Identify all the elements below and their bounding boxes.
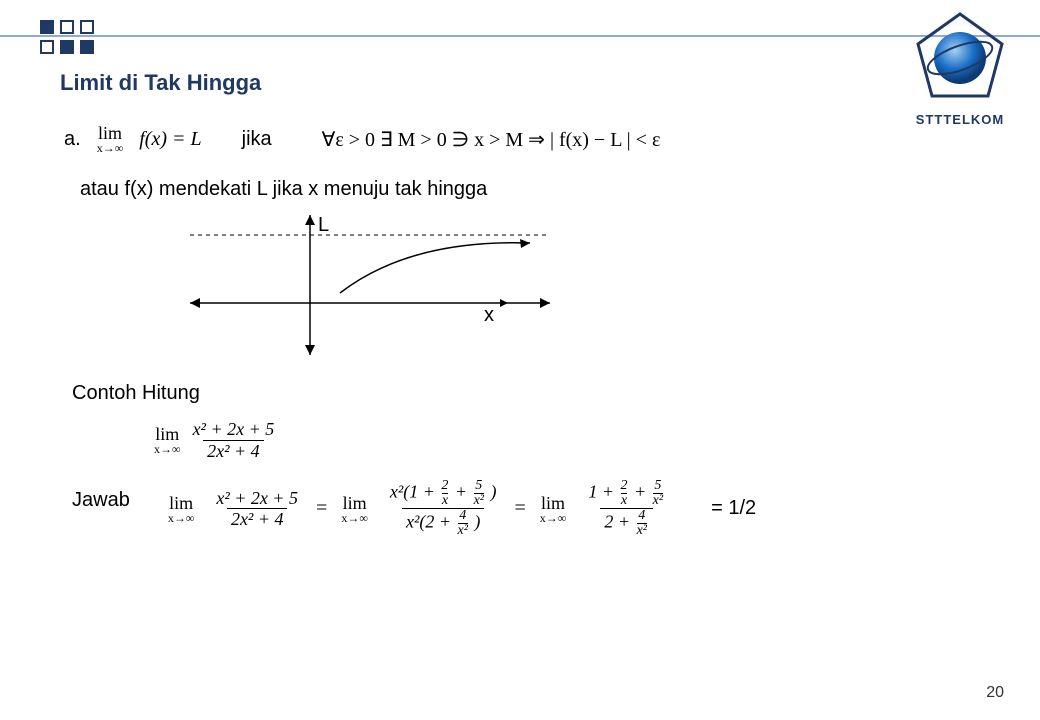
page-title: Limit di Tak Hingga [60,70,980,96]
example-title: Contoh Hitung [72,382,980,405]
limit-diagram: L x [190,215,980,360]
equals-1: = [316,497,327,520]
jawab-label: Jawab [72,489,130,512]
L-label: L [318,215,329,236]
page-number: 20 [986,684,1004,702]
header-rule [0,35,1040,37]
x-label: x [484,304,494,326]
slide-content: Limit di Tak Hingga a. lim x→∞ f(x) = L … [60,70,980,538]
result: = 1/2 [711,497,756,520]
step3-frac: 1 + 2x + 5x² 2 + 4x² [584,479,669,538]
description: atau f(x) mendekati L jika x menuju tak … [80,178,980,201]
step2-lim: lim x→∞ [341,494,368,524]
lim-body: f(x) = L [139,128,201,151]
epsilon-condition: ∀ε > 0 ∃ M > 0 ∋ x > M ⇒ | f(x) − L | < … [322,127,661,152]
jika-label: jika [242,128,272,151]
solution-row: Jawab lim x→∞ x² + 2x + 5 2x² + 4 = lim … [72,479,980,538]
step1-lim: lim x→∞ [168,494,195,524]
step1-frac: x² + 2x + 5 2x² + 4 [212,488,302,530]
step2-frac: x²(1 + 2x + 5x² ) x²(2 + 4x² ) [386,479,501,538]
lim-expression: lim x→∞ [97,124,124,154]
definition-row: a. lim x→∞ f(x) = L jika ∀ε > 0 ∃ M > 0 … [64,124,980,154]
equals-2: = [515,497,526,520]
step3-lim: lim x→∞ [540,494,567,524]
item-label: a. [64,128,81,151]
example-expression: lim x→∞ x² + 2x + 5 2x² + 4 [150,419,980,461]
